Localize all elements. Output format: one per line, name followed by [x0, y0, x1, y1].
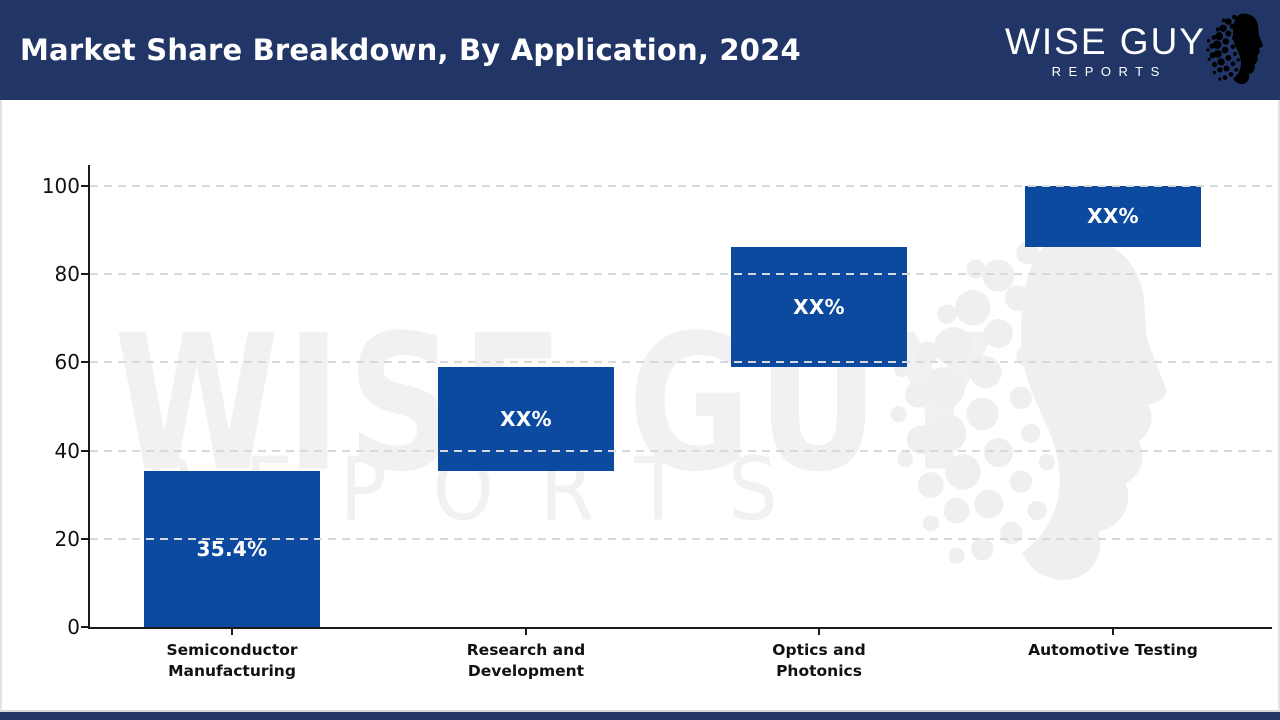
y-axis-line	[88, 165, 90, 629]
bar-value-label: XX%	[1087, 204, 1139, 229]
bar-optics-and-photonics: XX%	[731, 246, 907, 367]
waterfall-chart: 35.4% Semiconductor Manufacturing XX% Resea…	[2, 100, 1278, 710]
gridline-100	[90, 185, 1272, 187]
y-axis-tick-label: 80	[54, 262, 80, 287]
y-axis-tick-label: 0	[67, 615, 80, 639]
gridline-40	[90, 449, 1272, 452]
y-axis-tick-label: 20	[54, 526, 80, 551]
y-axis-tick	[81, 361, 90, 364]
x-axis-tick	[1112, 627, 1114, 635]
gridline-20	[90, 537, 1272, 540]
category-label-optics-and-photonics: Optics and Photonics	[772, 641, 866, 680]
y-axis-tick	[81, 537, 90, 540]
gridline-80	[90, 273, 1272, 276]
logo-subtext: REPORTS	[1051, 63, 1167, 79]
logo-text: WISE GUY REPORTS	[1005, 23, 1206, 78]
x-axis-tick	[231, 627, 233, 635]
category-label-automotive-testing: Automotive Testing	[1028, 641, 1198, 659]
y-axis-tick	[81, 273, 90, 276]
y-axis-tick	[81, 185, 90, 187]
wiseguy-head-icon	[1200, 9, 1266, 91]
page-title: Market Share Breakdown, By Application, …	[20, 33, 801, 67]
gridline-60	[90, 361, 1272, 364]
wise-guy-reports-logo: WISE GUY REPORTS	[1005, 9, 1266, 91]
logo-wordmark: WISE GUY	[1004, 20, 1206, 62]
bar-research-and-development: XX%	[438, 366, 614, 471]
bar-semiconductor-manufacturing: 35.4%	[144, 470, 320, 627]
bar-value-label: XX%	[500, 406, 552, 431]
x-axis-tick	[525, 627, 527, 635]
footer-bar	[0, 712, 1280, 720]
y-axis-tick	[81, 449, 90, 452]
chart-area: WISE GUY REPORTS 35.4% Semiconductor Manu…	[0, 100, 1280, 712]
x-axis-tick	[818, 627, 820, 635]
header-bar: Market Share Breakdown, By Application, …	[0, 0, 1280, 100]
bar-value-label: XX%	[793, 294, 845, 319]
bar-value-label: 35.4%	[196, 536, 268, 561]
y-axis-tick	[81, 626, 90, 628]
y-axis-tick-label: 100	[41, 174, 80, 198]
x-axis-line	[88, 627, 1272, 629]
y-axis-tick-label: 40	[54, 438, 80, 463]
bar-automotive-testing: XX%	[1025, 186, 1201, 247]
category-label-semiconductor-manufacturing: Semiconductor Manufacturing	[166, 641, 298, 680]
category-label-research-and-development: Research and Development	[466, 641, 586, 680]
y-axis-tick-label: 60	[54, 350, 80, 375]
